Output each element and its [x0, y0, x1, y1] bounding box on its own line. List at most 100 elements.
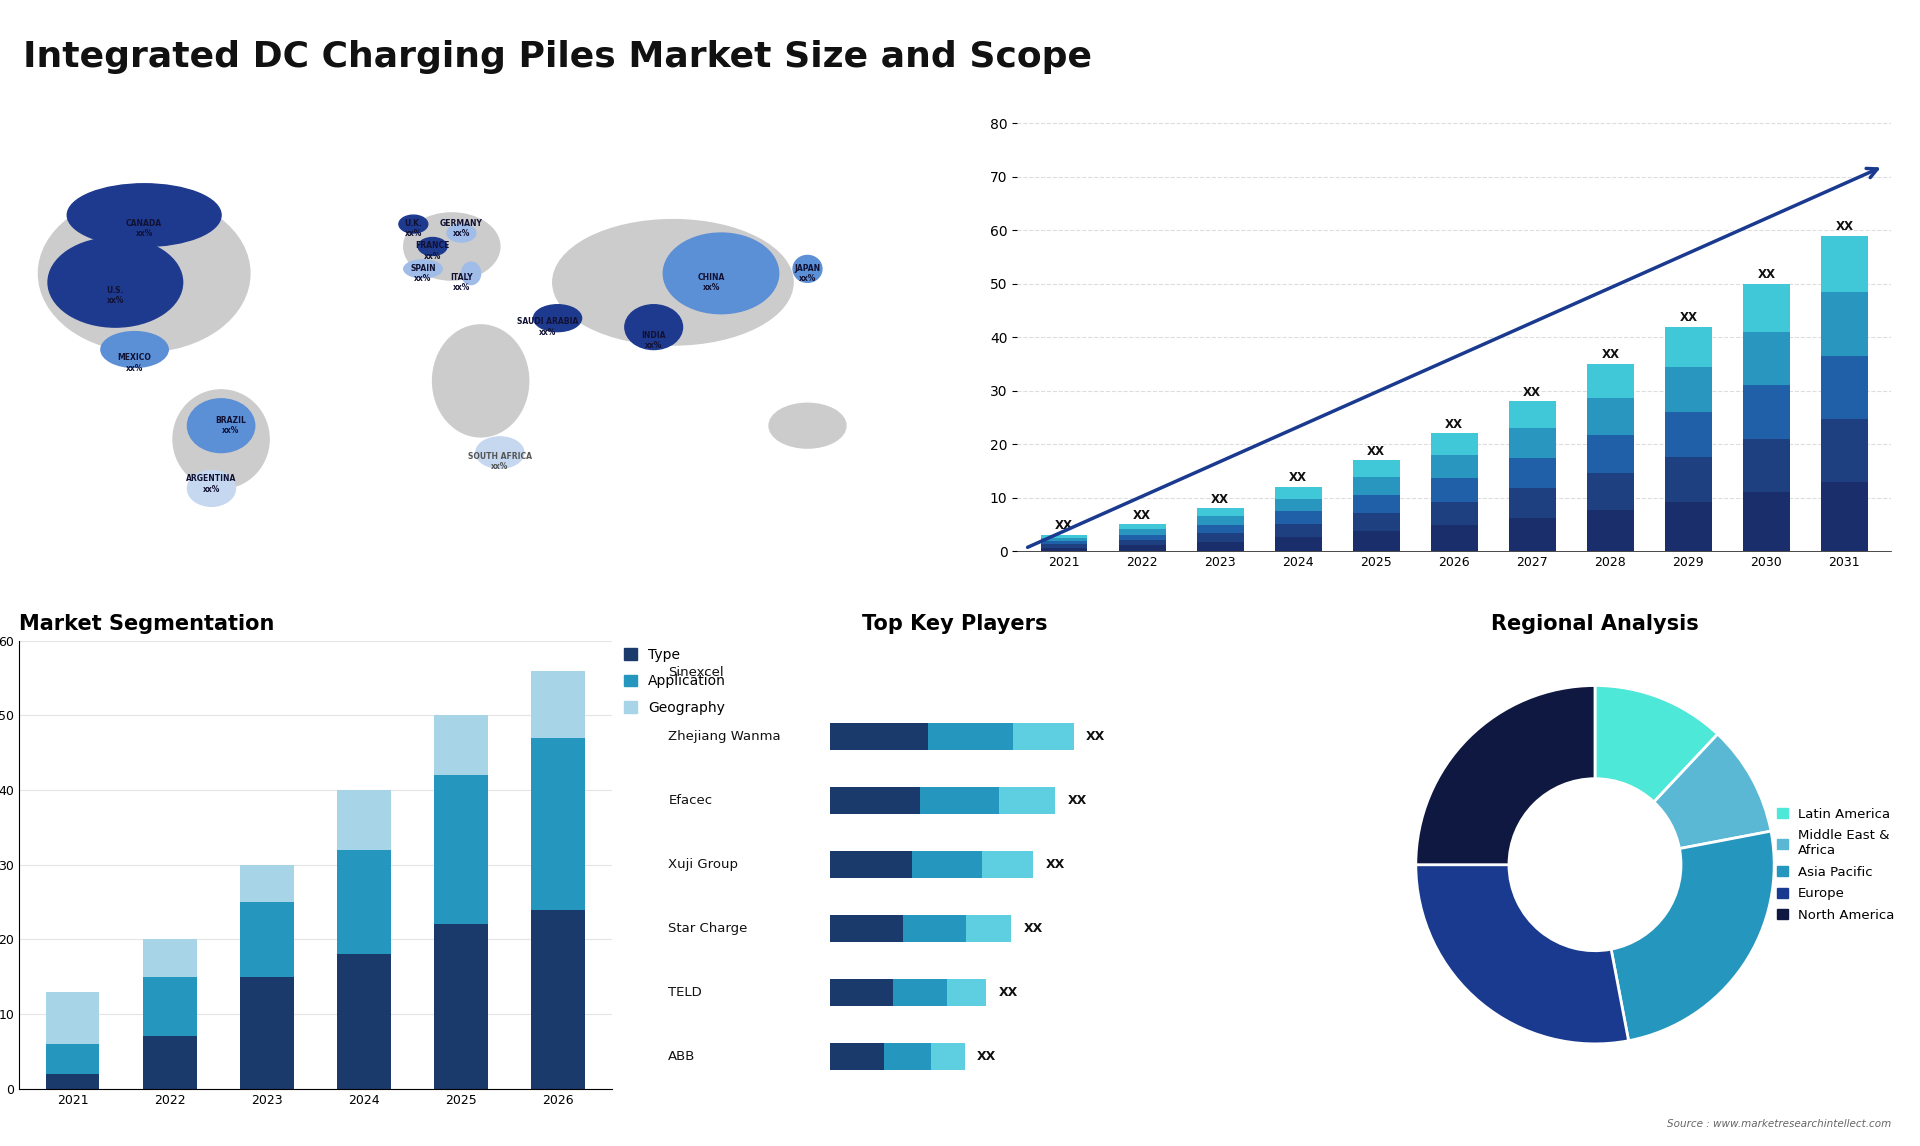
Bar — [338, 850, 390, 955]
Text: XX: XX — [1367, 445, 1384, 457]
Ellipse shape — [553, 220, 793, 345]
Ellipse shape — [770, 403, 847, 448]
Bar — [1586, 435, 1634, 472]
Bar — [1196, 525, 1244, 533]
Text: XX: XX — [1023, 923, 1043, 935]
Bar — [1354, 531, 1400, 551]
Bar — [1196, 516, 1244, 525]
Text: Source : www.marketresearchintellect.com: Source : www.marketresearchintellect.com — [1667, 1118, 1891, 1129]
Ellipse shape — [102, 331, 169, 368]
Text: XX: XX — [1212, 493, 1229, 505]
Ellipse shape — [188, 399, 255, 453]
Bar — [1509, 458, 1555, 488]
Ellipse shape — [173, 390, 269, 488]
Bar — [1743, 284, 1789, 332]
Text: SAUDI ARABIA
xx%: SAUDI ARABIA xx% — [516, 317, 578, 337]
Bar — [1014, 723, 1073, 751]
Bar — [966, 916, 1012, 942]
Text: ITALY
xx%: ITALY xx% — [449, 273, 472, 292]
Ellipse shape — [662, 233, 780, 314]
Text: XX: XX — [977, 1050, 996, 1063]
Bar — [1041, 535, 1087, 537]
Text: XX: XX — [1680, 311, 1697, 324]
Bar — [1275, 511, 1321, 524]
Bar — [1586, 398, 1634, 435]
Legend: Type, Application, Geography: Type, Application, Geography — [624, 647, 726, 715]
Ellipse shape — [67, 183, 221, 246]
Bar — [1509, 429, 1555, 458]
Ellipse shape — [476, 437, 524, 469]
Bar — [1041, 537, 1087, 541]
Bar — [144, 1036, 196, 1089]
Wedge shape — [1415, 685, 1596, 865]
Bar — [902, 916, 966, 942]
Text: Sinexcel: Sinexcel — [668, 666, 724, 680]
Text: U.S.
xx%: U.S. xx% — [108, 286, 125, 306]
Text: XX: XX — [1523, 386, 1542, 399]
Wedge shape — [1415, 865, 1628, 1044]
Bar — [1509, 401, 1555, 429]
Bar — [434, 925, 488, 1089]
Bar — [240, 865, 294, 902]
Wedge shape — [1596, 685, 1718, 802]
Bar — [1586, 510, 1634, 551]
Bar — [1354, 495, 1400, 513]
Text: TELD: TELD — [668, 987, 703, 999]
Title: Regional Analysis: Regional Analysis — [1492, 613, 1699, 634]
Text: CHINA
xx%: CHINA xx% — [697, 273, 726, 292]
Bar — [883, 1043, 931, 1070]
Bar — [831, 851, 912, 878]
Bar — [1820, 236, 1868, 292]
Bar — [240, 902, 294, 976]
Ellipse shape — [48, 237, 182, 327]
Bar — [1430, 502, 1478, 525]
Bar — [1041, 544, 1087, 548]
Bar — [532, 910, 586, 1089]
Bar — [1354, 513, 1400, 531]
Ellipse shape — [624, 305, 682, 350]
Bar — [1275, 499, 1321, 511]
Bar — [1041, 541, 1087, 544]
Text: SPAIN
xx%: SPAIN xx% — [411, 264, 436, 283]
Bar — [1509, 518, 1555, 551]
Bar — [1820, 418, 1868, 481]
Bar — [1586, 472, 1634, 510]
Ellipse shape — [403, 213, 499, 280]
Bar — [338, 790, 390, 850]
Text: SOUTH AFRICA
xx%: SOUTH AFRICA xx% — [468, 452, 532, 471]
Text: Star Charge: Star Charge — [668, 923, 747, 935]
Bar — [1430, 433, 1478, 455]
Ellipse shape — [419, 237, 447, 256]
Bar — [1586, 364, 1634, 398]
Ellipse shape — [188, 471, 236, 507]
Bar — [1119, 540, 1165, 545]
Text: BRAZIL
xx%: BRAZIL xx% — [215, 416, 246, 435]
Bar — [1119, 525, 1165, 529]
Bar — [1196, 533, 1244, 542]
Bar — [434, 715, 488, 775]
Text: GERMANY
xx%: GERMANY xx% — [440, 219, 482, 238]
Bar — [1196, 509, 1244, 516]
Text: XX: XX — [1446, 418, 1463, 431]
Wedge shape — [1653, 735, 1770, 848]
Bar — [1743, 493, 1789, 551]
Bar — [920, 787, 998, 814]
Bar — [831, 723, 927, 751]
Text: XX: XX — [1757, 268, 1776, 281]
Bar — [144, 940, 196, 976]
Text: XX: XX — [1288, 471, 1308, 485]
Bar — [1119, 529, 1165, 534]
Ellipse shape — [432, 324, 528, 437]
Text: FRANCE
xx%: FRANCE xx% — [415, 242, 449, 260]
Bar — [912, 851, 983, 878]
Bar — [831, 980, 893, 1006]
Text: U.K.
xx%: U.K. xx% — [405, 219, 422, 238]
Text: Zhejiang Wanma: Zhejiang Wanma — [668, 730, 781, 744]
Bar — [1354, 461, 1400, 477]
Bar — [532, 670, 586, 738]
Ellipse shape — [447, 225, 476, 242]
Bar — [1665, 327, 1713, 367]
Wedge shape — [1611, 831, 1774, 1041]
Bar — [434, 775, 488, 925]
Bar — [947, 980, 987, 1006]
